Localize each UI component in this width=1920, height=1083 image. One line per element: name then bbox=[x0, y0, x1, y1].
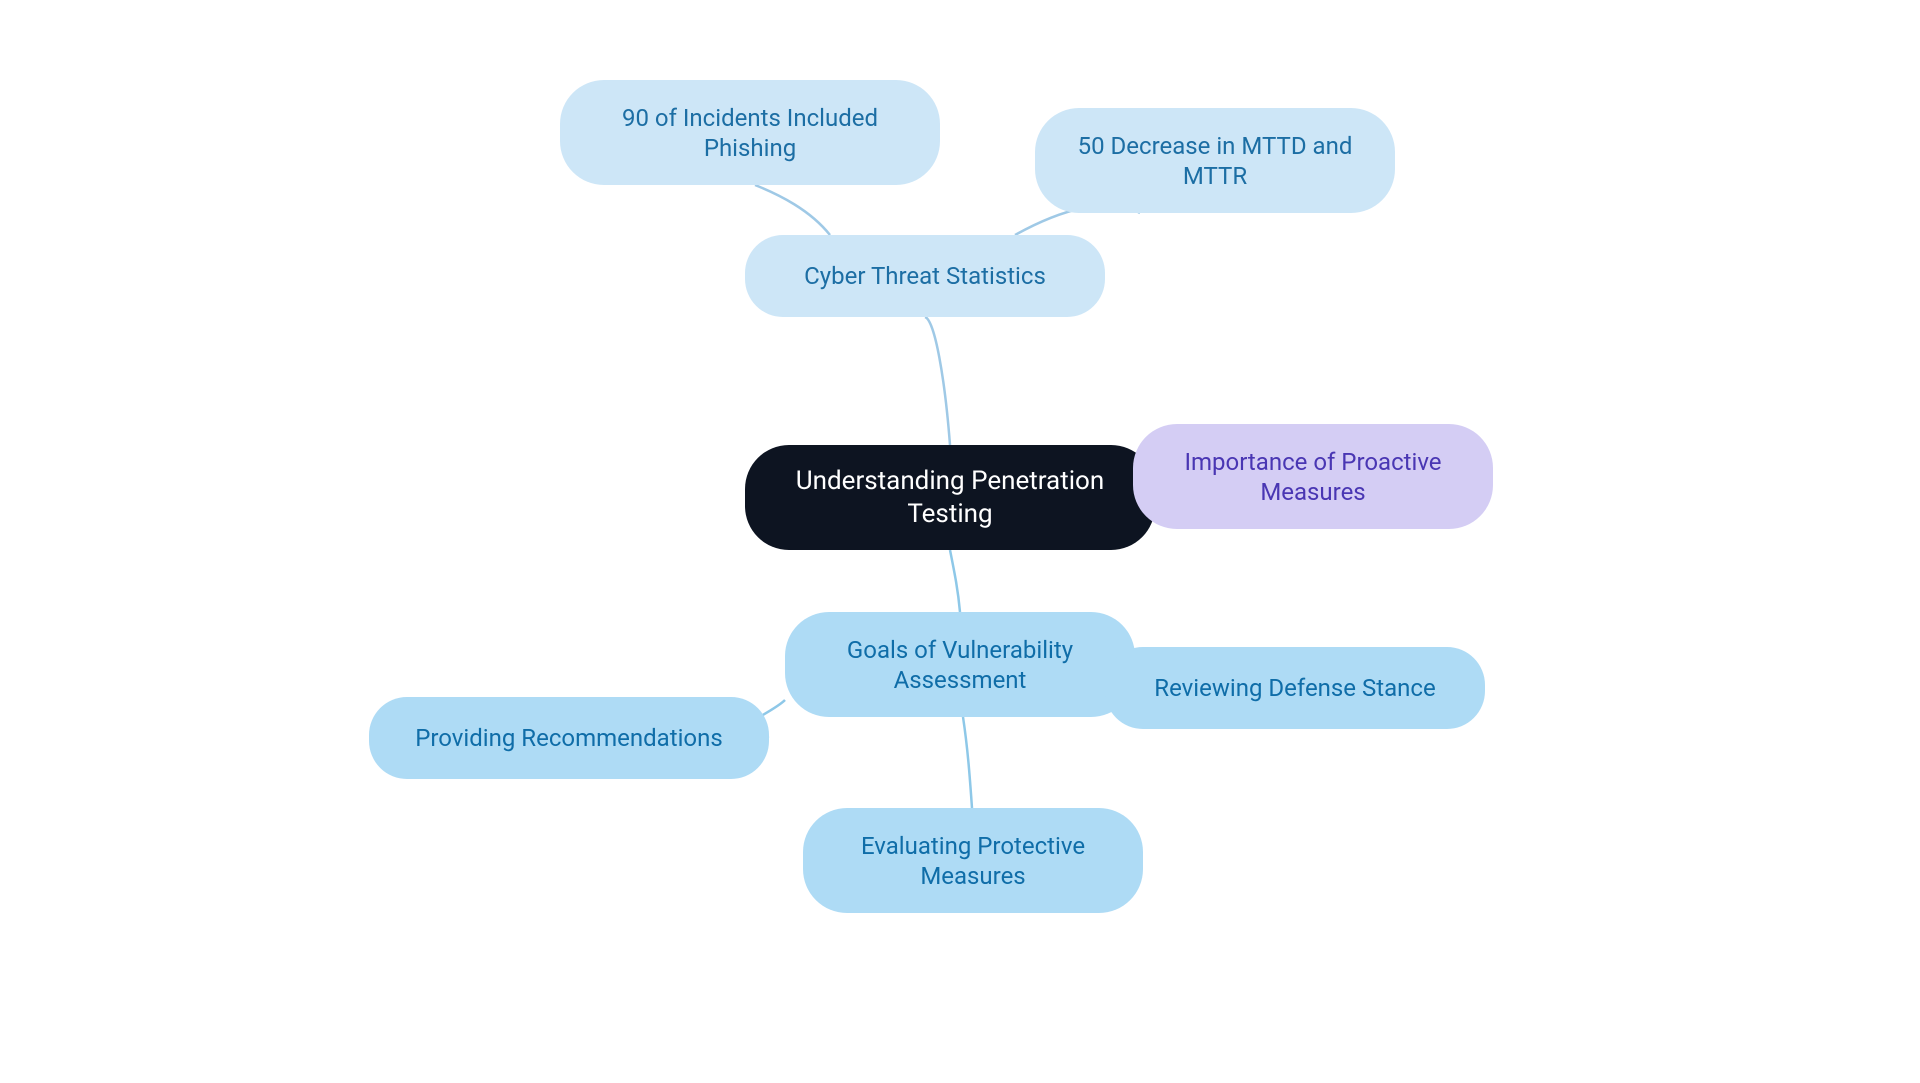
diagram-canvas: Understanding Penetration Testing Cyber … bbox=[0, 0, 1920, 1083]
node-proactive-measures[interactable]: Importance of Proactive Measures bbox=[1133, 424, 1493, 529]
node-label: Evaluating Protective Measures bbox=[829, 831, 1117, 891]
node-evaluating-protective[interactable]: Evaluating Protective Measures bbox=[803, 808, 1143, 913]
node-label: Cyber Threat Statistics bbox=[804, 261, 1046, 291]
node-reviewing-defense[interactable]: Reviewing Defense Stance bbox=[1105, 647, 1485, 729]
node-mttr-stat[interactable]: 50 Decrease in MTTD and MTTR bbox=[1035, 108, 1395, 213]
node-providing-recommendations[interactable]: Providing Recommendations bbox=[369, 697, 769, 779]
node-cyber-threat-statistics[interactable]: Cyber Threat Statistics bbox=[745, 235, 1105, 317]
edge bbox=[963, 717, 972, 808]
node-label: 90 of Incidents Included Phishing bbox=[586, 103, 914, 163]
node-phishing-stat[interactable]: 90 of Incidents Included Phishing bbox=[560, 80, 940, 185]
node-root[interactable]: Understanding Penetration Testing bbox=[745, 445, 1155, 550]
node-label: Understanding Penetration Testing bbox=[771, 465, 1129, 530]
edge bbox=[950, 550, 960, 612]
node-label: 50 Decrease in MTTD and MTTR bbox=[1061, 131, 1369, 191]
node-label: Reviewing Defense Stance bbox=[1154, 673, 1435, 703]
edge bbox=[755, 185, 830, 235]
node-goals[interactable]: Goals of Vulnerability Assessment bbox=[785, 612, 1135, 717]
node-label: Providing Recommendations bbox=[415, 723, 723, 753]
node-label: Goals of Vulnerability Assessment bbox=[811, 635, 1109, 695]
edge bbox=[925, 317, 950, 445]
node-label: Importance of Proactive Measures bbox=[1159, 447, 1467, 507]
